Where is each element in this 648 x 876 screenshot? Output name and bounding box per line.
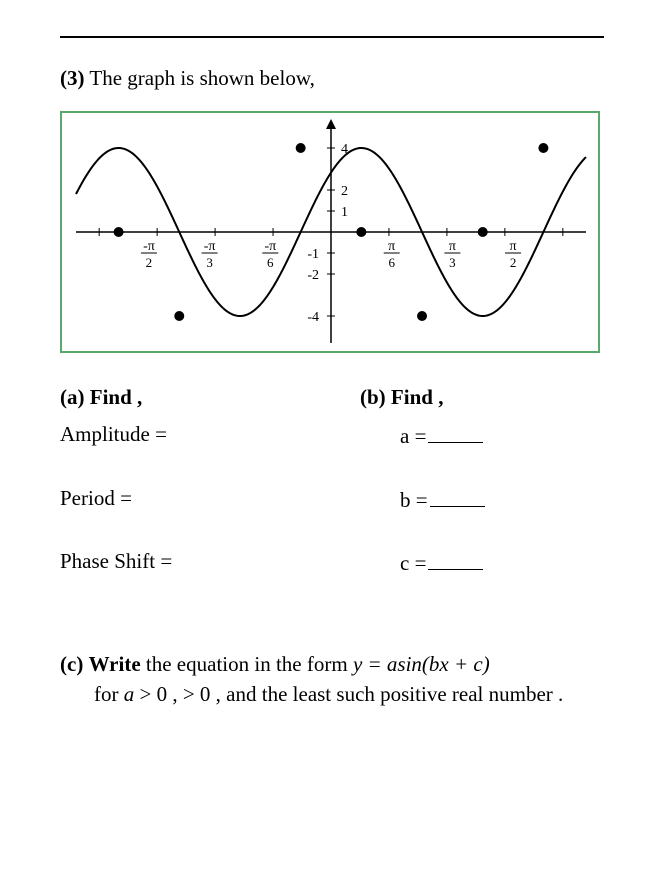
question-number: (3) (60, 66, 85, 90)
svg-text:6: 6 (388, 255, 395, 270)
svg-text:π: π (510, 239, 517, 254)
part-c-prefix: (c) (60, 652, 83, 676)
chart-container: -4-2-1124-π2-π3-π6π6π3π2 (60, 111, 600, 353)
svg-text:-π: -π (143, 239, 155, 254)
svg-text:1: 1 (341, 205, 348, 220)
svg-text:2: 2 (341, 184, 348, 199)
question-intro: (3) The graph is shown below, (60, 66, 604, 91)
headings-row: (a) Find , (b) Find , (60, 383, 604, 412)
answer-rows: Amplitude = a = Period = b = Phase Shift = c … (60, 420, 604, 578)
answer-row: Phase Shift = c = (60, 547, 604, 578)
part-b-prefix: (b) (360, 385, 386, 409)
svg-text:2: 2 (510, 255, 517, 270)
part-c: (c) Write the equation in the form y = a… (60, 649, 604, 710)
svg-text:-1: -1 (307, 247, 319, 262)
part-b-heading: (b) Find , (360, 383, 604, 412)
part-b-item: c = (360, 547, 604, 578)
top-rule (60, 36, 604, 38)
answer-row: Amplitude = a = (60, 420, 604, 451)
svg-text:3: 3 (206, 255, 213, 270)
part-a-heading: (a) Find , (60, 383, 360, 412)
part-b-item: b = (360, 484, 604, 515)
answer-row: Period = b = (60, 484, 604, 515)
part-a-item: Phase Shift = (60, 547, 360, 578)
part-c-equation: y = asin(bx + c) (353, 652, 490, 676)
part-a-item: Amplitude = (60, 420, 360, 451)
part-b-label: b = (400, 488, 428, 512)
svg-text:-π: -π (264, 239, 276, 254)
question-text: The graph is shown below, (89, 66, 315, 90)
part-a-item: Period = (60, 484, 360, 515)
svg-text:-π: -π (204, 239, 216, 254)
answer-blank (428, 420, 483, 443)
part-a-title: Find , (90, 385, 143, 409)
svg-text:6: 6 (267, 255, 274, 270)
part-b-item: a = (360, 420, 604, 451)
part-b-title: Find , (391, 385, 444, 409)
part-b-label: c = (400, 551, 426, 575)
part-a-prefix: (a) (60, 385, 85, 409)
svg-text:-2: -2 (307, 268, 319, 283)
answer-blank (428, 547, 483, 570)
row-gap (60, 523, 604, 547)
part-c-title: Write (89, 652, 141, 676)
part-b-label: a = (400, 424, 426, 448)
page: (3) The graph is shown below, -4-2-1124-… (0, 0, 648, 740)
svg-text:3: 3 (449, 255, 456, 270)
part-c-text1: the equation in the form (141, 652, 353, 676)
part-a-label: Period = (60, 486, 132, 510)
row-gap (60, 460, 604, 484)
sine-chart: -4-2-1124-π2-π3-π6π6π3π2 (66, 117, 596, 347)
part-c-text2: for a > 0 , > 0 , and the least such pos… (60, 679, 594, 709)
part-a-label: Amplitude = (60, 422, 167, 446)
svg-text:-4: -4 (307, 310, 319, 325)
part-a-label: Phase Shift = (60, 549, 172, 573)
svg-text:π: π (388, 239, 395, 254)
answer-blank (430, 484, 485, 507)
svg-text:π: π (449, 239, 456, 254)
svg-text:2: 2 (146, 255, 153, 270)
